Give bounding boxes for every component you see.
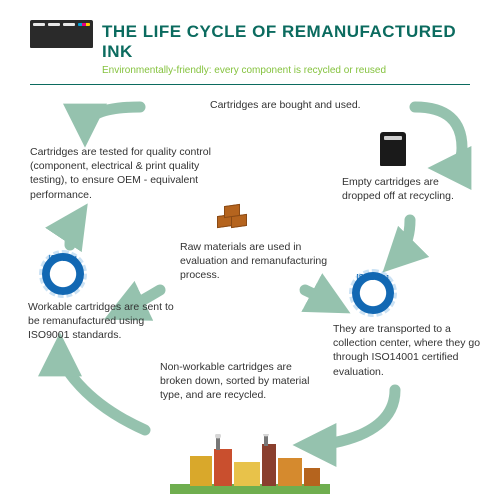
header: THE LIFE CYCLE OF REMANUFACTURED INK Env… bbox=[0, 0, 500, 84]
flow-step-text: Cartridges are tested for quality contro… bbox=[30, 145, 220, 202]
flow-step-text: Cartridges are bought and used. bbox=[210, 98, 415, 112]
flow-step-text: Raw materials are used in evaluation and… bbox=[180, 240, 328, 283]
cartridge-icon bbox=[380, 132, 406, 166]
iso14001-badge-icon: ISO14001 bbox=[352, 272, 394, 314]
page-title: THE LIFE CYCLE OF REMANUFACTURED INK bbox=[102, 22, 480, 62]
factory-icon bbox=[170, 434, 330, 494]
cartridges-icon bbox=[30, 20, 90, 48]
flow-step-text: Empty cartridges are dropped off at recy… bbox=[342, 175, 477, 203]
flow-step-text: Workable cartridges are sent to be reman… bbox=[28, 300, 183, 343]
page-subtitle: Environmentally-friendly: every componen… bbox=[102, 65, 480, 76]
iso9001-badge-icon: ISO9001 bbox=[42, 253, 84, 295]
boxes-icon bbox=[215, 205, 249, 233]
divider bbox=[30, 84, 470, 85]
flow-step-text: Non-workable cartridges are broken down,… bbox=[160, 360, 315, 403]
lifecycle-diagram: Cartridges are bought and used. Empty car… bbox=[0, 90, 500, 500]
flow-step-text: They are transported to a collection cen… bbox=[333, 322, 483, 379]
